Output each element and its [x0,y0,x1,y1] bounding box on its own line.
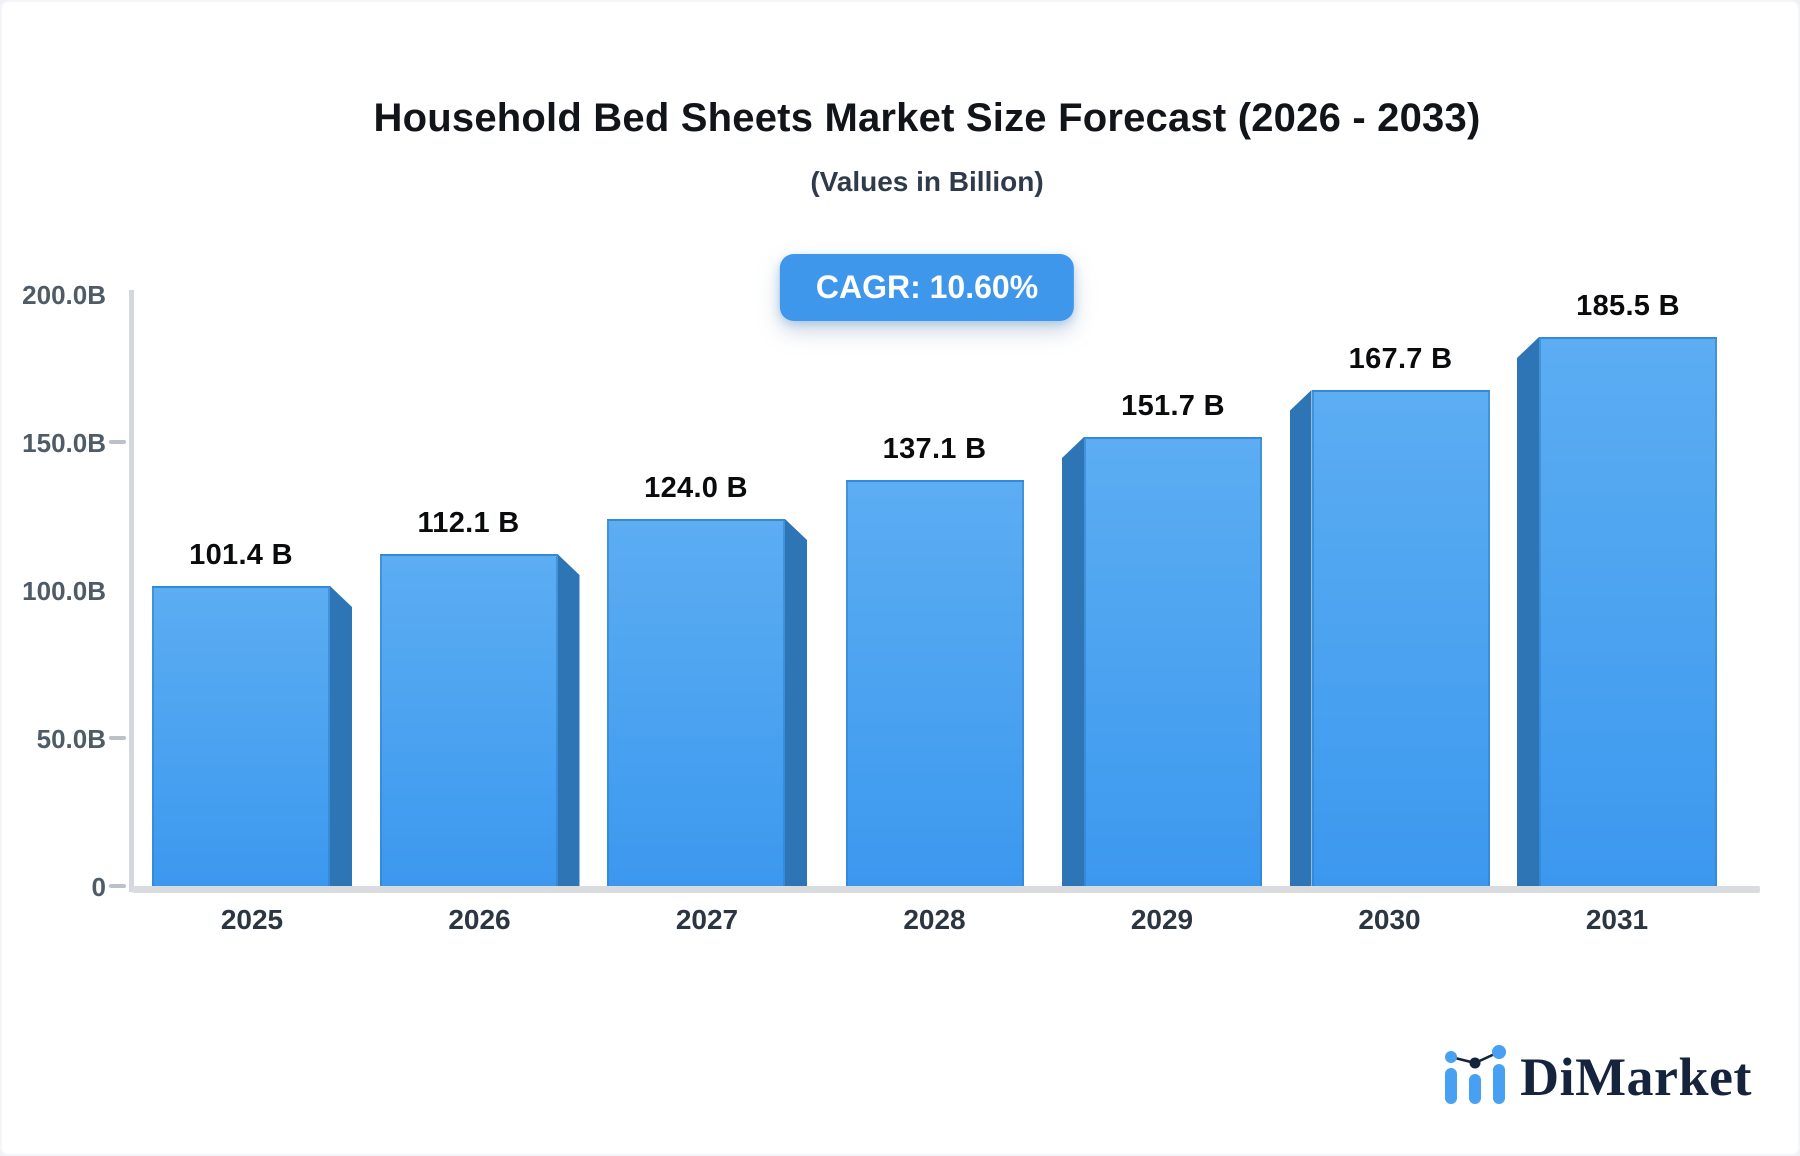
bar-value-label: 101.4 B [189,539,293,571]
y-tick-mark [109,440,126,444]
bar[interactable] [379,554,558,886]
bar-3d-side [1289,390,1312,886]
bar-3d-side [330,586,352,886]
bar[interactable] [1539,337,1717,886]
bar[interactable] [1084,437,1262,886]
dimarket-logo: DiMarket [1442,1044,1752,1104]
y-tick-label: 200.0B [22,280,106,310]
bar-3d-side [1517,337,1539,886]
bar-group-2030[interactable]: 167.7 B [1289,294,1490,886]
y-tick-mark [109,736,126,740]
x-tick-label-2029: 2029 [1130,904,1194,935]
y-tick-label: 0 [91,872,106,902]
bar-group-2027[interactable]: 124.0 B [607,294,807,886]
bar-chart-logo-icon [1445,1045,1507,1104]
bar-value-label: 112.1 B [417,507,520,539]
y-axis-line [129,290,134,892]
x-axis-labels: 2025 2026 2027 2028 2029 2030 2031 [132,904,1762,954]
x-tick-label-2031: 2031 [1585,904,1649,935]
bar-group-2028[interactable]: 137.1 B [835,294,1035,886]
x-axis-baseline [132,886,1760,893]
bar-group-2031[interactable]: 185.5 B [1517,290,1717,886]
x-tick-label-2030: 2030 [1358,904,1421,935]
bar-value-label: 151.7 B [1121,390,1225,422]
chart-title: Household Bed Sheets Market Size Forecas… [373,96,1481,140]
y-axis: 200.0B 150.0B 100.0B 50.0B 0 [2,280,126,902]
bar-value-label: 124.0 B [644,472,748,504]
cagr-badge: CAGR: 10.60% [779,254,1075,321]
chart-subtitle: (Values in Billion) [810,166,1044,197]
x-tick-label-2025: 2025 [220,904,284,935]
x-tick-label-2027: 2027 [675,904,739,935]
x-tick-label-2028: 2028 [903,904,966,935]
bar-3d-side [1062,437,1084,886]
bar[interactable] [152,586,330,886]
bar-group-2025[interactable]: 101.4 B [152,294,352,886]
plot-area: 101.4 B 112.1 B 124.0 B 137.1 B 151.7 B 167.7… [132,290,1762,886]
brand-name: DiMarket [1520,1047,1752,1107]
bar-3d-side [557,554,580,886]
y-tick-label: 100.0B [22,576,106,606]
bar-value-label: 137.1 B [882,433,987,465]
bar-value-label: 185.5 B [1576,290,1680,322]
bar-group-2029[interactable]: 151.7 B [1062,294,1262,886]
bar-group-2026[interactable]: 112.1 B [379,294,580,886]
bar[interactable] [845,480,1024,886]
bar-value-label: 167.7 B [1348,343,1453,375]
y-tick-mark [109,884,126,888]
bar[interactable] [607,519,785,886]
y-tick-label: 50.0B [36,724,106,754]
y-tick-label: 150.0B [22,428,106,458]
bar[interactable] [1311,390,1490,886]
x-tick-label-2026: 2026 [448,904,511,935]
bar-3d-side [785,519,807,886]
